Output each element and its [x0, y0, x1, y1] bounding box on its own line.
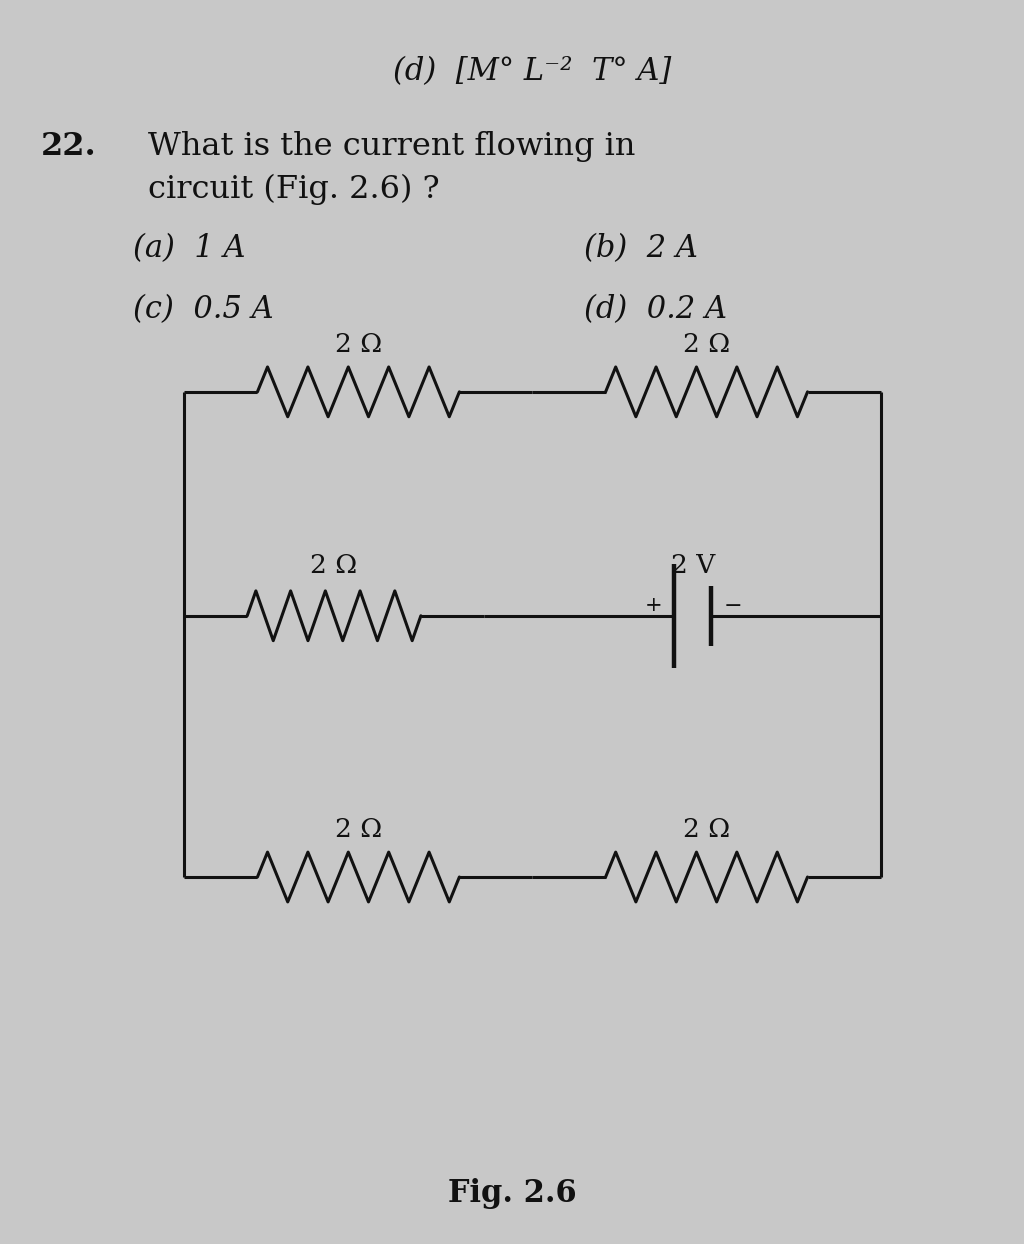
Text: Fig. 2.6: Fig. 2.6 [447, 1178, 577, 1209]
Text: 2 Ω: 2 Ω [683, 332, 730, 357]
Text: (d)  [M° L⁻²  T° A]: (d) [M° L⁻² T° A] [393, 56, 672, 87]
Text: (d)  0.2 A: (d) 0.2 A [584, 294, 727, 325]
Text: 2 V: 2 V [671, 554, 715, 578]
Text: What is the current flowing in
circuit (Fig. 2.6) ?: What is the current flowing in circuit (… [148, 131, 636, 205]
Text: (b)  2 A: (b) 2 A [584, 233, 697, 264]
Text: 22.: 22. [41, 131, 96, 162]
Text: 2 Ω: 2 Ω [683, 817, 730, 842]
Text: +: + [644, 596, 662, 616]
Text: 2 Ω: 2 Ω [335, 332, 382, 357]
Text: 2 Ω: 2 Ω [310, 554, 357, 578]
Text: 2 Ω: 2 Ω [335, 817, 382, 842]
Text: (a)  1 A: (a) 1 A [133, 233, 246, 264]
Text: (c)  0.5 A: (c) 0.5 A [133, 294, 273, 325]
Text: −: − [723, 595, 742, 617]
